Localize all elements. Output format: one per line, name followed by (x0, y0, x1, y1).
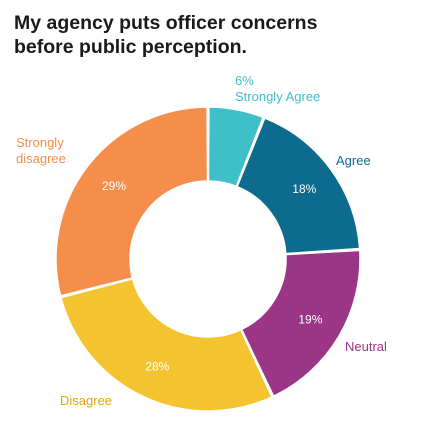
label-strongly-disagree-line-1: Strongly (16, 135, 64, 150)
label-strongly-agree: Strongly Agree (235, 89, 320, 104)
label-disagree: Disagree (60, 393, 112, 408)
label-agree: Agree (336, 153, 371, 168)
slice-strongly-agree (207, 106, 265, 188)
pct-label-agree: 18% (292, 182, 316, 196)
slice-agree (236, 117, 361, 255)
pct-label-disagree: 28% (145, 360, 169, 374)
donut-percent-labels: 18% 19% 28% 29% (102, 179, 323, 374)
chart-title: My agency puts officer concerns before p… (14, 11, 414, 59)
label-strongly-disagree-line-2: disagree (16, 151, 66, 166)
slice-disagree (60, 277, 273, 412)
label-strongly-agree-pct: 6% (235, 73, 254, 88)
slice-neutral (240, 249, 361, 398)
label-neutral: Neutral (345, 339, 387, 354)
donut-slices (55, 106, 361, 412)
pct-label-strongly-disagree: 29% (102, 179, 126, 193)
pct-label-neutral: 19% (298, 313, 322, 327)
chart-title-line-1: My agency puts officer concerns (14, 12, 318, 34)
slice-strongly-disagree (55, 106, 209, 297)
chart-title-line-2: before public perception. (14, 36, 247, 58)
